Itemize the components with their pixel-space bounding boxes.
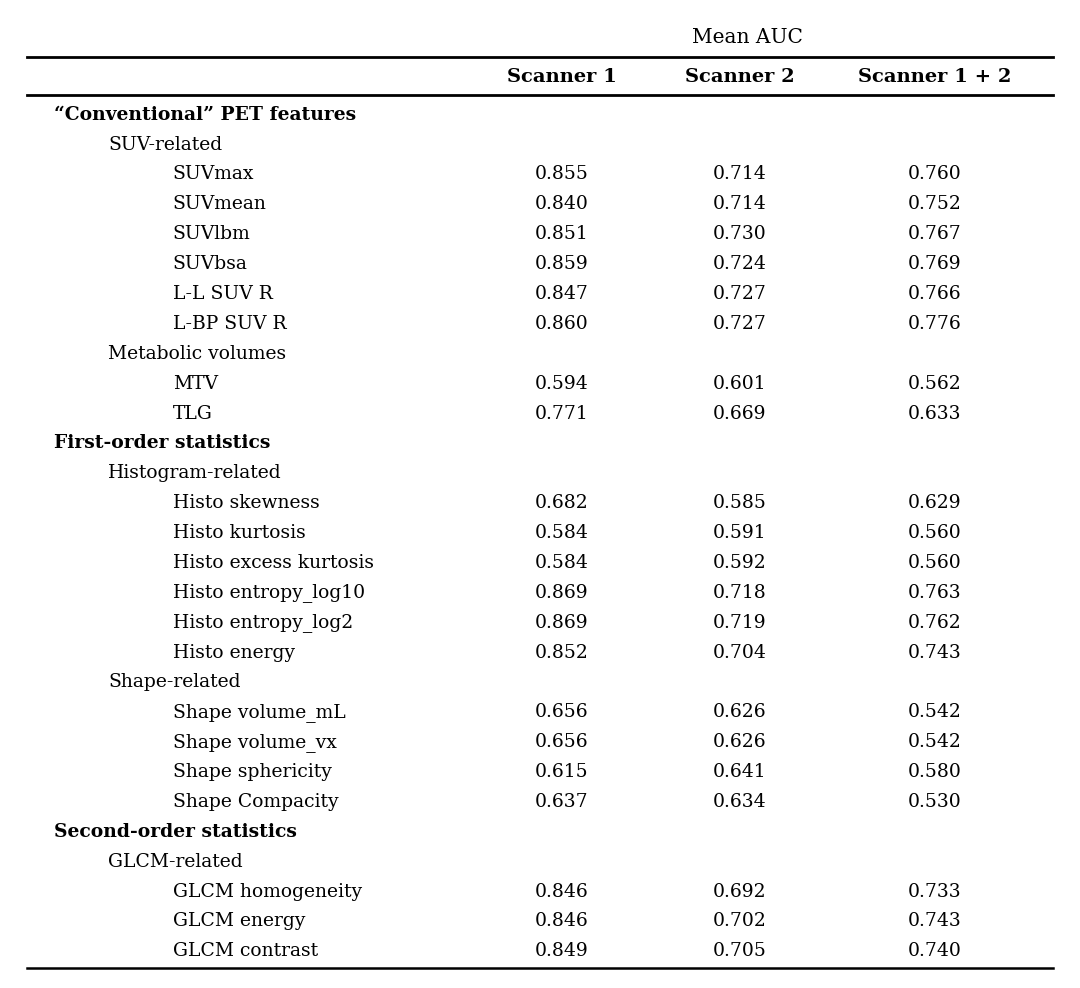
Text: 0.560: 0.560 — [907, 554, 961, 572]
Text: 0.714: 0.714 — [713, 196, 767, 213]
Text: 0.869: 0.869 — [535, 584, 589, 602]
Text: 0.626: 0.626 — [713, 703, 767, 721]
Text: Histogram-related: Histogram-related — [108, 464, 282, 482]
Text: SUVmean: SUVmean — [173, 196, 267, 213]
Text: Mean AUC: Mean AUC — [692, 28, 804, 47]
Text: 0.641: 0.641 — [713, 763, 767, 782]
Text: 0.763: 0.763 — [907, 584, 961, 602]
Text: 0.702: 0.702 — [713, 913, 767, 931]
Text: GLCM-related: GLCM-related — [108, 853, 243, 870]
Text: SUVlbm: SUVlbm — [173, 225, 251, 243]
Text: 0.562: 0.562 — [907, 374, 961, 392]
Text: 0.601: 0.601 — [713, 374, 767, 392]
Text: 0.762: 0.762 — [907, 614, 961, 631]
Text: Metabolic volumes: Metabolic volumes — [108, 345, 286, 363]
Text: 0.682: 0.682 — [535, 494, 589, 512]
Text: 0.771: 0.771 — [535, 404, 589, 423]
Text: 0.851: 0.851 — [535, 225, 589, 243]
Text: 0.719: 0.719 — [713, 614, 767, 631]
Text: Scanner 1 + 2: Scanner 1 + 2 — [858, 68, 1011, 86]
Text: 0.656: 0.656 — [535, 733, 589, 751]
Text: 0.692: 0.692 — [713, 882, 767, 901]
Text: 0.760: 0.760 — [907, 165, 961, 184]
Text: 0.629: 0.629 — [907, 494, 961, 512]
Text: 0.626: 0.626 — [713, 733, 767, 751]
Text: 0.592: 0.592 — [713, 554, 767, 572]
Text: Histo excess kurtosis: Histo excess kurtosis — [173, 554, 374, 572]
Text: 0.846: 0.846 — [535, 913, 589, 931]
Text: GLCM homogeneity: GLCM homogeneity — [173, 882, 362, 901]
Text: 0.740: 0.740 — [907, 943, 961, 960]
Text: Histo energy: Histo energy — [173, 643, 295, 662]
Text: 0.714: 0.714 — [713, 165, 767, 184]
Text: Scanner 2: Scanner 2 — [685, 68, 795, 86]
Text: 0.869: 0.869 — [535, 614, 589, 631]
Text: MTV: MTV — [173, 374, 218, 392]
Text: 0.860: 0.860 — [535, 315, 589, 333]
Text: 0.591: 0.591 — [713, 524, 767, 542]
Text: 0.847: 0.847 — [535, 285, 589, 303]
Text: Histo entropy_log10: Histo entropy_log10 — [173, 583, 365, 603]
Text: Shape volume_vx: Shape volume_vx — [173, 733, 337, 752]
Text: 0.542: 0.542 — [907, 703, 961, 721]
Text: 0.730: 0.730 — [713, 225, 767, 243]
Text: First-order statistics: First-order statistics — [54, 435, 270, 453]
Text: 0.733: 0.733 — [907, 882, 961, 901]
Text: Histo entropy_log2: Histo entropy_log2 — [173, 614, 353, 632]
Text: SUV-related: SUV-related — [108, 135, 222, 153]
Text: 0.855: 0.855 — [535, 165, 589, 184]
Text: 0.752: 0.752 — [907, 196, 961, 213]
Text: 0.859: 0.859 — [535, 255, 589, 273]
Text: 0.530: 0.530 — [907, 793, 961, 811]
Text: 0.840: 0.840 — [535, 196, 589, 213]
Text: 0.766: 0.766 — [907, 285, 961, 303]
Text: 0.727: 0.727 — [713, 315, 767, 333]
Text: 0.594: 0.594 — [535, 374, 589, 392]
Text: L-L SUV R: L-L SUV R — [173, 285, 272, 303]
Text: Shape Compacity: Shape Compacity — [173, 793, 338, 811]
Text: 0.743: 0.743 — [907, 643, 961, 662]
Text: Shape volume_mL: Shape volume_mL — [173, 702, 346, 722]
Text: 0.705: 0.705 — [713, 943, 767, 960]
Text: 0.724: 0.724 — [713, 255, 767, 273]
Text: 0.743: 0.743 — [907, 913, 961, 931]
Text: Histo kurtosis: Histo kurtosis — [173, 524, 306, 542]
Text: 0.560: 0.560 — [907, 524, 961, 542]
Text: 0.637: 0.637 — [535, 793, 589, 811]
Text: SUVbsa: SUVbsa — [173, 255, 247, 273]
Text: 0.542: 0.542 — [907, 733, 961, 751]
Text: TLG: TLG — [173, 404, 213, 423]
Text: Histo skewness: Histo skewness — [173, 494, 320, 512]
Text: Scanner 1: Scanner 1 — [507, 68, 617, 86]
Text: L-BP SUV R: L-BP SUV R — [173, 315, 286, 333]
Text: 0.656: 0.656 — [535, 703, 589, 721]
Text: SUVmax: SUVmax — [173, 165, 254, 184]
Text: 0.846: 0.846 — [535, 882, 589, 901]
Text: GLCM energy: GLCM energy — [173, 913, 306, 931]
Text: 0.767: 0.767 — [907, 225, 961, 243]
Text: 0.580: 0.580 — [907, 763, 961, 782]
Text: “Conventional” PET features: “Conventional” PET features — [54, 106, 356, 124]
Text: 0.718: 0.718 — [713, 584, 767, 602]
Text: 0.727: 0.727 — [713, 285, 767, 303]
Text: 0.852: 0.852 — [535, 643, 589, 662]
Text: 0.585: 0.585 — [713, 494, 767, 512]
Text: 0.769: 0.769 — [907, 255, 961, 273]
Text: 0.776: 0.776 — [907, 315, 961, 333]
Text: GLCM contrast: GLCM contrast — [173, 943, 318, 960]
Text: Shape-related: Shape-related — [108, 674, 241, 692]
Text: 0.584: 0.584 — [535, 554, 589, 572]
Text: Shape sphericity: Shape sphericity — [173, 763, 332, 782]
Text: 0.849: 0.849 — [535, 943, 589, 960]
Text: 0.633: 0.633 — [907, 404, 961, 423]
Text: 0.634: 0.634 — [713, 793, 767, 811]
Text: 0.615: 0.615 — [535, 763, 589, 782]
Text: 0.669: 0.669 — [713, 404, 767, 423]
Text: Second-order statistics: Second-order statistics — [54, 823, 297, 841]
Text: 0.584: 0.584 — [535, 524, 589, 542]
Text: 0.704: 0.704 — [713, 643, 767, 662]
